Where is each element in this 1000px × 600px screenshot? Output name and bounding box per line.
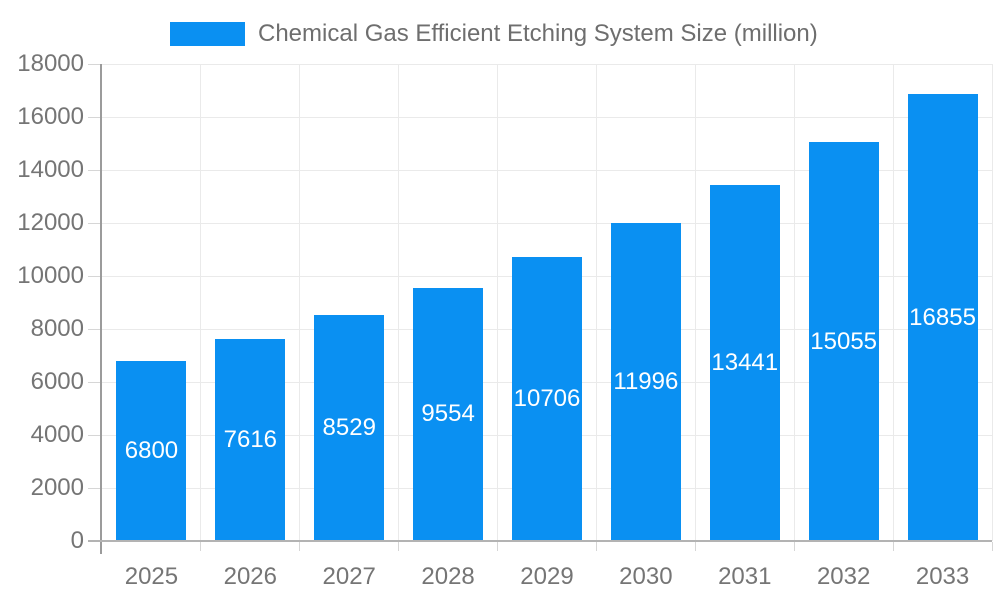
bar[interactable] [116, 360, 187, 541]
y-axis-label: 14000 [17, 156, 84, 183]
x-axis-tick [497, 542, 499, 551]
legend-swatch [170, 22, 245, 46]
legend-label: Chemical Gas Efficient Etching System Si… [258, 20, 818, 47]
gridline-vertical [694, 64, 696, 541]
y-axis-tick [88, 275, 102, 277]
y-axis-tick [88, 487, 102, 489]
x-axis-tick [991, 542, 993, 551]
y-axis-label: 16000 [17, 103, 84, 130]
x-axis-tick [595, 542, 597, 551]
y-axis-tick [88, 116, 102, 118]
gridline-vertical [299, 64, 301, 541]
x-axis-tick [299, 542, 301, 551]
x-axis-tick [398, 542, 400, 551]
x-axis-label: 2025 [124, 563, 179, 590]
x-axis-label: 2031 [718, 563, 772, 590]
x-axis-label: 2028 [421, 563, 475, 590]
y-axis-tick [88, 434, 102, 436]
x-axis-label: 2033 [915, 563, 970, 590]
y-axis-label: 8000 [30, 315, 84, 342]
gridline-horizontal [102, 222, 992, 224]
x-axis-tick [793, 542, 795, 551]
x-axis-baseline [88, 540, 992, 542]
y-axis-tick [88, 63, 102, 65]
bar-value-label: 7616 [223, 426, 278, 454]
y-axis-label: 0 [70, 527, 84, 554]
x-axis-label: 2029 [520, 563, 574, 590]
y-axis-line [100, 64, 102, 554]
gridline-vertical [595, 64, 597, 541]
gridline-vertical [793, 64, 795, 541]
bar[interactable] [907, 94, 978, 541]
gridline-horizontal [102, 63, 992, 65]
x-axis-label: 2030 [619, 563, 673, 590]
bar-value-label: 15055 [810, 327, 878, 355]
y-axis-label: 2000 [30, 474, 84, 501]
x-axis-label: 2026 [223, 563, 277, 590]
y-axis-label: 4000 [30, 421, 84, 448]
bar[interactable] [709, 184, 780, 541]
bar-value-label: 9554 [421, 400, 475, 428]
y-axis-tick [88, 169, 102, 171]
x-axis-label: 2027 [322, 563, 376, 590]
bar-value-label: 13441 [711, 348, 779, 376]
legend[interactable]: Chemical Gas Efficient Etching System Si… [170, 22, 818, 46]
y-axis-label: 12000 [17, 209, 84, 236]
x-axis-label: 2032 [816, 563, 871, 590]
bar[interactable] [808, 142, 879, 541]
y-axis-label: 6000 [30, 368, 84, 395]
x-axis-tick [694, 542, 696, 551]
y-axis-label: 18000 [17, 50, 84, 77]
x-axis-tick [200, 542, 202, 551]
bar-value-label: 10706 [513, 385, 581, 413]
gridline-vertical [892, 64, 894, 541]
gridline-horizontal [102, 169, 992, 171]
gridline-vertical [991, 64, 993, 541]
bar[interactable] [512, 257, 582, 541]
bar[interactable] [610, 223, 681, 541]
bar[interactable] [215, 339, 286, 541]
gridline-vertical [398, 64, 400, 541]
y-axis-tick [88, 381, 102, 383]
gridline-horizontal [102, 116, 992, 118]
bar[interactable] [314, 314, 385, 541]
gridline-vertical [200, 64, 202, 541]
x-axis-tick [892, 542, 894, 551]
gridline-vertical [497, 64, 499, 541]
y-axis-tick [88, 328, 102, 330]
bar[interactable] [413, 287, 484, 541]
bar-value-label: 6800 [124, 436, 179, 464]
bar-value-label: 8529 [322, 413, 376, 441]
bar-value-label: 11996 [613, 368, 679, 396]
bar-value-label: 16855 [909, 303, 976, 331]
y-axis-label: 10000 [17, 262, 84, 289]
y-axis-tick [88, 222, 102, 224]
